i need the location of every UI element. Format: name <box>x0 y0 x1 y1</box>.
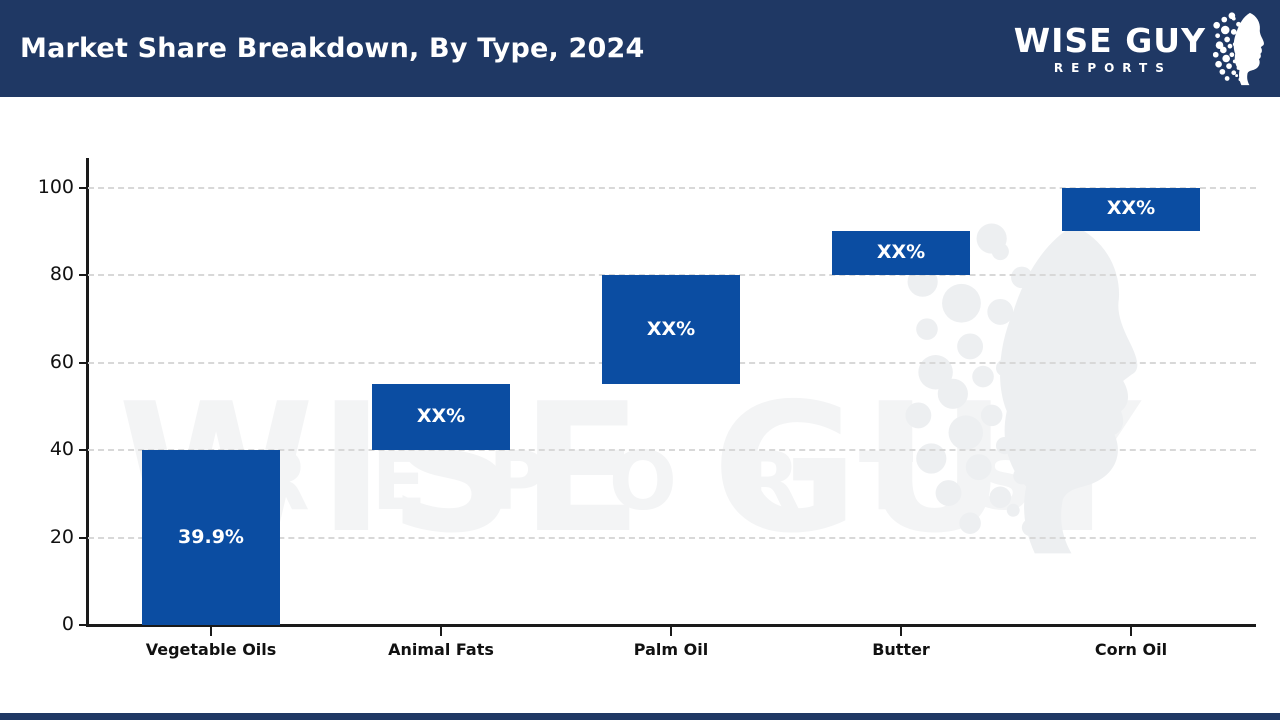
x-tick-mark <box>1130 627 1132 636</box>
y-tick-label: 20 <box>49 525 74 548</box>
y-tick-mark <box>79 186 87 189</box>
wise-guy-reports-logo: WISE GUY REPORTS <box>1014 8 1266 90</box>
x-category-label: Corn Oil <box>1094 640 1168 659</box>
x-axis-line <box>86 624 1256 627</box>
gridline-20 <box>88 536 1256 539</box>
y-tick-label: 0 <box>61 613 74 635</box>
y-tick-mark <box>79 361 87 364</box>
logo-text: WISE GUY REPORTS <box>1014 24 1206 75</box>
chart-title: Market Share Breakdown, By Type, 2024 <box>20 33 645 64</box>
y-tick-mark <box>79 536 87 539</box>
y-tick-mark <box>79 274 87 276</box>
header-bar: Market Share Breakdown, By Type, 2024 WI… <box>0 0 1280 97</box>
x-tick-mark <box>670 627 672 636</box>
bar-vegetable-oils <box>142 450 280 625</box>
x-category-label: Palm Oil <box>633 640 709 659</box>
y-tick-label: 100 <box>37 175 74 198</box>
x-tick-mark <box>440 627 442 636</box>
x-category-label: Animal Fats <box>388 640 494 659</box>
bar-palm-oil <box>602 275 740 385</box>
x-tick-mark <box>210 627 212 636</box>
bar-value-label: XX% <box>1106 197 1156 220</box>
y-tick-mark <box>79 449 87 451</box>
bar-value-label: XX% <box>416 405 466 428</box>
bar-animal-fats <box>372 384 510 450</box>
y-tick-mark <box>79 624 87 626</box>
gridline-100 <box>88 186 1256 189</box>
y-tick-label: 40 <box>49 438 74 460</box>
x-tick-mark <box>900 627 902 636</box>
bar-value-label: XX% <box>876 241 926 264</box>
footer-strip <box>0 713 1280 720</box>
y-tick-label: 60 <box>49 350 74 373</box>
x-category-label: Vegetable Oils <box>145 640 277 659</box>
x-category-label: Butter <box>872 640 930 659</box>
bar-corn-oil <box>1062 187 1200 232</box>
y-axis-line <box>86 158 89 627</box>
logo-line2: REPORTS <box>1053 60 1172 75</box>
y-tick-label: 80 <box>49 263 74 285</box>
bar-value-label: XX% <box>646 317 696 340</box>
bar-value-label: 39.9% <box>178 525 244 548</box>
logo-line1: WISE GUY <box>1013 20 1206 60</box>
gridline-40 <box>88 449 1256 451</box>
bar-butter <box>832 231 970 275</box>
